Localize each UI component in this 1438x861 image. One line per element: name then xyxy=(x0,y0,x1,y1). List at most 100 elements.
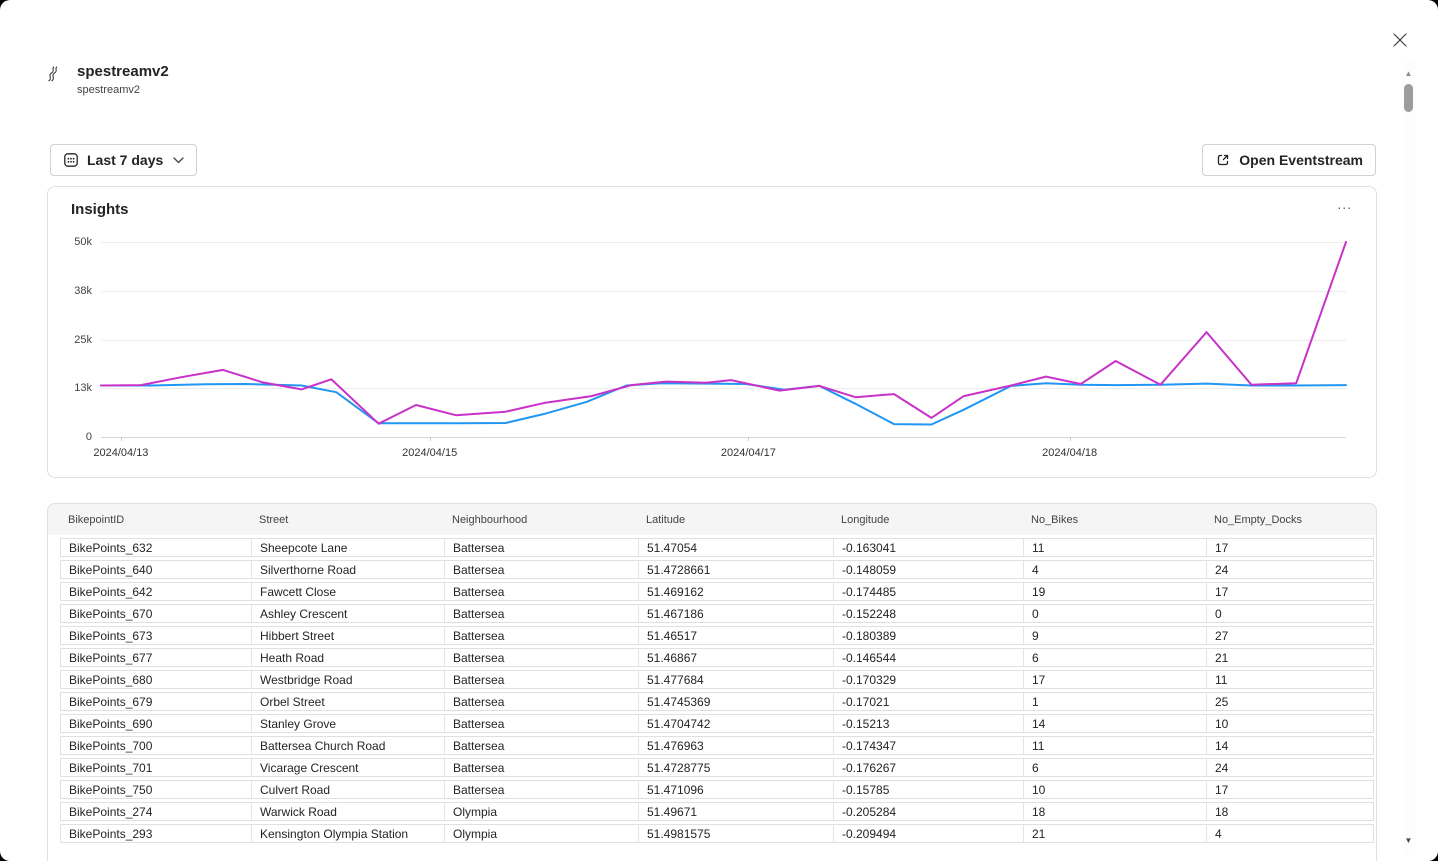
chevron-down-icon xyxy=(173,156,184,163)
table-cell: 17 xyxy=(1215,782,1229,797)
vertical-scrollbar[interactable]: ▲ ▼ xyxy=(1402,62,1415,855)
data-preview-card: BikepointID Street Neighbourhood Latitude Lo… xyxy=(47,503,1377,861)
table-cell: 18 xyxy=(1215,804,1229,819)
table-cell: 24 xyxy=(1215,562,1229,577)
table-row: BikePoints_642 Fawcett Close Battersea 51.4… xyxy=(60,582,1374,601)
table-cell: BikePoints_690 xyxy=(61,715,252,732)
table-cell: 51.47054 xyxy=(639,539,834,556)
y-axis-tick-label: 38k xyxy=(74,284,92,297)
table-cell: Battersea xyxy=(445,627,639,644)
x-axis-tick xyxy=(120,437,122,441)
table-cell: Battersea xyxy=(445,715,639,732)
chart-plot xyxy=(101,242,1346,437)
table-row: BikePoints_293 Kensington Olympia Station… xyxy=(60,824,1374,843)
scrollbar-thumb[interactable] xyxy=(1404,84,1413,112)
y-axis-tick-label: 25k xyxy=(74,333,92,346)
column-header: Latitude xyxy=(646,513,686,526)
table-cell: 11 xyxy=(1215,672,1228,687)
time-range-label: Last 7 days xyxy=(87,152,164,168)
chart-line-series-blue xyxy=(101,383,1346,424)
table-cell: Silverthorne Road xyxy=(252,561,445,578)
close-button[interactable] xyxy=(1390,30,1410,50)
column-header: No_Empty_Docks xyxy=(1214,513,1303,526)
scroll-up-icon[interactable]: ▲ xyxy=(1404,69,1413,78)
chart-gridline xyxy=(101,242,1346,243)
table-cell: 0 xyxy=(1024,605,1207,622)
table-cell: BikePoints_680 xyxy=(61,671,252,688)
table-cell: Hibbert Street xyxy=(252,627,445,644)
table-cell: 17 xyxy=(1215,584,1229,599)
table-cell: -0.180389 xyxy=(834,627,1024,644)
table-cell: Battersea xyxy=(445,693,639,710)
table-cell: Battersea xyxy=(445,539,639,556)
column-header: Neighbourhood xyxy=(452,513,528,526)
table-cell: 14 xyxy=(1024,715,1207,732)
more-options-button[interactable]: ... xyxy=(1337,196,1352,212)
table-cell: 51.4704742 xyxy=(639,715,834,732)
table-cell: 51.476963 xyxy=(639,737,834,754)
table-cell: 51.467186 xyxy=(639,605,834,622)
table-cell: 51.4728775 xyxy=(639,759,834,776)
table-cell: 27 xyxy=(1215,628,1229,643)
table-cell: -0.146544 xyxy=(834,649,1024,666)
x-axis-tick xyxy=(748,437,750,441)
table-cell: Westbridge Road xyxy=(252,671,445,688)
table-row: BikePoints_701 Vicarage Crescent Battersea… xyxy=(60,758,1374,777)
table-cell: Battersea Church Road xyxy=(252,737,445,754)
table-row: BikePoints_680 Westbridge Road Battersea 51… xyxy=(60,670,1374,689)
chart-line-series-magenta xyxy=(101,242,1346,424)
table-cell: 18 xyxy=(1024,803,1207,820)
table-cell: 17 xyxy=(1215,540,1229,555)
table-cell: BikePoints_750 xyxy=(61,781,252,798)
insights-title: Insights xyxy=(71,201,129,218)
table-cell: Warwick Road xyxy=(252,803,445,820)
table-cell: Olympia xyxy=(445,825,639,842)
table-cell: 51.46517 xyxy=(639,627,834,644)
table-row: BikePoints_690 Stanley Grove Battersea 51.4… xyxy=(60,714,1374,733)
table-cell: Culvert Road xyxy=(252,781,445,798)
close-icon xyxy=(1393,33,1407,47)
table-cell: Battersea xyxy=(445,561,639,578)
table-cell: 19 xyxy=(1024,583,1207,600)
table-cell: Battersea xyxy=(445,737,639,754)
table-cell: -0.205284 xyxy=(834,803,1024,820)
table-cell: 51.46867 xyxy=(639,649,834,666)
column-header: Street xyxy=(259,513,289,526)
time-range-dropdown[interactable]: Last 7 days xyxy=(50,144,198,176)
column-header: No_Bikes xyxy=(1031,513,1079,526)
table-cell: -0.152248 xyxy=(834,605,1024,622)
page-title: spestreamv2 xyxy=(77,63,169,80)
table-cell: 6 xyxy=(1024,759,1207,776)
open-eventstream-label: Open Eventstream xyxy=(1239,152,1363,168)
table-cell: Ashley Crescent xyxy=(252,605,445,622)
table-header-row: BikepointID Street Neighbourhood Latitude Lo… xyxy=(48,504,1376,535)
table-cell: Battersea xyxy=(445,583,639,600)
table-row: BikePoints_632 Sheepcote Lane Battersea 51.… xyxy=(60,538,1374,557)
header-text: spestreamv2 spestreamv2 xyxy=(77,63,169,96)
table-cell: -0.17021 xyxy=(834,693,1024,710)
table-cell: -0.148059 xyxy=(834,561,1024,578)
table-row: BikePoints_677 Heath Road Battersea 51.4686… xyxy=(60,648,1374,667)
column-header: BikepointID xyxy=(68,513,125,526)
table-cell: -0.174485 xyxy=(834,583,1024,600)
table-cell: Olympia xyxy=(445,803,639,820)
scroll-down-icon[interactable]: ▼ xyxy=(1404,836,1413,845)
table-cell: BikePoints_679 xyxy=(61,693,252,710)
line-chart: 50k 38k 25k 13k 0 2024/04/13 2024/04/15 2024/0… xyxy=(74,236,1346,459)
table-cell: 51.469162 xyxy=(639,583,834,600)
table-cell: 21 xyxy=(1215,650,1229,665)
table-cell: 4 xyxy=(1024,561,1207,578)
table-cell: Battersea xyxy=(445,649,639,666)
table-cell: BikePoints_293 xyxy=(61,825,252,842)
table-row: BikePoints_679 Orbel Street Battersea 51.47… xyxy=(60,692,1374,711)
table-row: BikePoints_670 Ashley Crescent Battersea 51… xyxy=(60,604,1374,623)
x-axis-tick-label: 2024/04/18 xyxy=(1042,447,1098,459)
table-cell: BikePoints_677 xyxy=(61,649,252,666)
table-cell: 10 xyxy=(1024,781,1207,798)
table-cell: Battersea xyxy=(445,759,639,776)
table-row: BikePoints_640 Silverthorne Road Battersea… xyxy=(60,560,1374,579)
table-cell: 17 xyxy=(1024,671,1207,688)
open-eventstream-button[interactable]: Open Eventstream xyxy=(1202,144,1376,176)
table-cell: 11 xyxy=(1024,539,1207,556)
x-axis-tick-label: 2024/04/17 xyxy=(720,447,776,459)
